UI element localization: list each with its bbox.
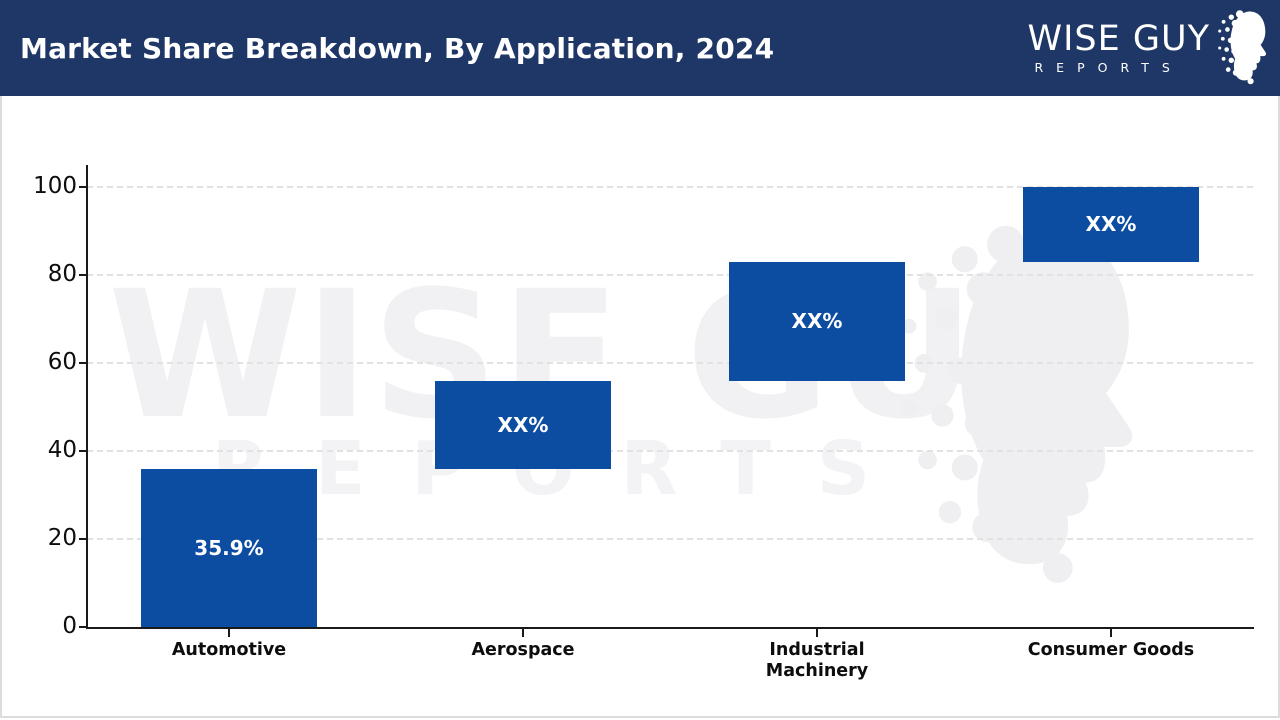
- bar-automotive: 35.9%: [141, 469, 317, 627]
- bar-value-label: 35.9%: [194, 536, 264, 560]
- gridline-20: [87, 538, 1253, 540]
- x-axis-spine: [86, 627, 1254, 629]
- wise-guy-reports-logo: WISE GUY REPORTS: [1027, 9, 1266, 87]
- y-tick-label-60: 60: [47, 349, 77, 375]
- x-category-label: Automotive: [171, 640, 287, 660]
- y-tick-20: [79, 538, 87, 540]
- y-tick-label-0: 0: [62, 613, 77, 639]
- gridline-60: [87, 362, 1253, 364]
- x-tick-3: [1110, 629, 1112, 637]
- gridline-40: [87, 450, 1253, 452]
- x-tick-0: [228, 629, 230, 637]
- logo-wordmark: WISE GUY: [1027, 18, 1210, 59]
- page-title: Market Share Breakdown, By Application, …: [20, 31, 775, 65]
- y-tick-0: [79, 626, 87, 628]
- bar-value-label: XX%: [791, 309, 843, 334]
- x-tick-2: [816, 629, 818, 637]
- bar-value-label: XX%: [1085, 212, 1137, 237]
- y-tick-40: [79, 450, 87, 452]
- x-category-label: Aerospace: [471, 640, 575, 660]
- y-tick-label-100: 100: [33, 173, 77, 199]
- x-category-label: Industrial Machinery: [765, 640, 869, 682]
- y-tick-80: [79, 274, 87, 276]
- bar-consumer-goods: XX%: [1023, 187, 1199, 262]
- y-tick-100: [79, 186, 87, 188]
- y-tick-label-80: 80: [47, 261, 77, 287]
- y-tick-60: [79, 362, 87, 364]
- y-tick-label-40: 40: [47, 437, 77, 463]
- y-tick-label-20: 20: [47, 525, 77, 551]
- bar-industrial-machinery: XX%: [729, 261, 905, 382]
- bar-value-label: XX%: [497, 413, 549, 438]
- bar-aerospace: XX%: [435, 381, 611, 470]
- gridline-100: [87, 186, 1253, 188]
- x-tick-1: [522, 629, 524, 637]
- header-bar: Market Share Breakdown, By Application, …: [0, 0, 1280, 96]
- x-category-label: Consumer Goods: [1027, 640, 1195, 660]
- y-axis-spine: [86, 165, 88, 629]
- logo-text: WISE GUY REPORTS: [1027, 18, 1210, 75]
- gridline-80: [87, 274, 1253, 276]
- logo-subtitle: REPORTS: [1034, 59, 1183, 75]
- logo-face-icon: [1212, 9, 1266, 87]
